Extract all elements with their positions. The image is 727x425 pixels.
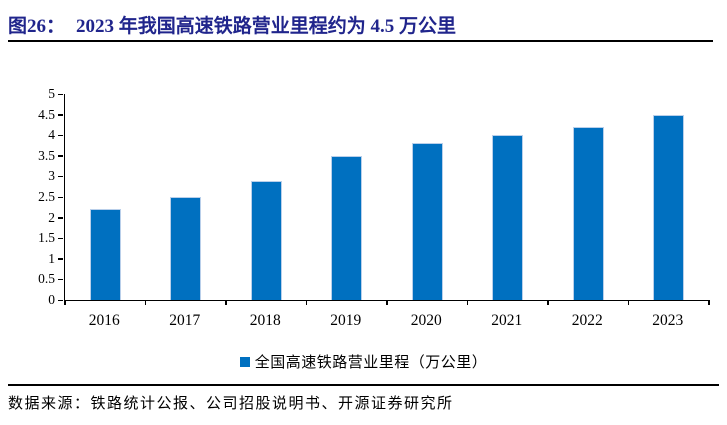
y-axis-tick [58, 278, 63, 281]
y-tick-label: 4 [48, 127, 55, 143]
y-axis-tick [58, 237, 63, 240]
y-tick-label: 1.5 [38, 230, 55, 246]
y-axis-tick [58, 217, 63, 219]
x-axis-tick [305, 300, 307, 305]
legend-label: 全国高速铁路营业里程（万公里） [254, 355, 488, 371]
x-axis-tick [144, 300, 146, 305]
x-axis-tick [386, 300, 388, 305]
bar-slot [146, 94, 227, 300]
bar-slot [468, 94, 549, 300]
x-tick-label: 2020 [410, 312, 442, 329]
figure-number: 图26： [8, 16, 66, 37]
x-tick-label: 2018 [249, 312, 281, 329]
x-tick-label: 2016 [88, 312, 120, 329]
bars-container [65, 94, 709, 300]
y-tick-label: 4.5 [38, 106, 55, 122]
x-tick-label: 2022 [571, 312, 603, 329]
y-tick-label: 0 [48, 292, 55, 307]
figure-header: 图26： 2023 年我国高速铁路营业里程约为 4.5 万公里 [8, 11, 719, 38]
x-axis-tick [708, 300, 710, 305]
footer-divider [8, 384, 719, 386]
source-note: 数据来源：铁路统计公报、公司招股说明书、开源证券研究所 [8, 396, 454, 412]
y-axis-tick [58, 93, 63, 95]
x-axis-tick [547, 300, 549, 305]
x-axis-tick [225, 300, 227, 305]
y-axis-tick [58, 258, 63, 260]
bar-slot [65, 94, 146, 300]
bar-slot [226, 94, 307, 300]
x-tick-label: 2023 [652, 312, 684, 329]
y-tick-label: 3.5 [38, 147, 55, 163]
y-tick-label: 5 [48, 86, 55, 101]
x-tick-label: 2019 [330, 312, 362, 329]
y-axis-tick [58, 155, 63, 157]
y-tick-label: 1 [48, 250, 55, 266]
x-axis-labels: 2016 2017 2018 2019 2020 2021 2022 2023 [64, 312, 708, 330]
header-divider [8, 40, 713, 42]
y-tick-label: 2.5 [38, 189, 55, 204]
bar-2021 [492, 135, 524, 300]
bar-2019 [331, 155, 363, 300]
bar-2022 [572, 126, 604, 300]
bar-2018 [250, 180, 282, 300]
y-axis-tick [58, 175, 63, 178]
y-axis-tick [58, 196, 63, 198]
bar-2016 [89, 209, 121, 300]
x-axis-tick [627, 300, 629, 305]
y-axis-tick [58, 299, 63, 301]
y-tick-label: 2 [48, 209, 55, 225]
x-tick-label: 2017 [169, 312, 201, 329]
chart-legend: 全国高速铁路营业里程（万公里） [0, 351, 727, 372]
plot-area: 0 0.5 1 1.5 2 2.5 3 3.5 4 4.5 5 [38, 86, 710, 307]
legend-swatch-icon [239, 356, 250, 367]
x-tick-label: 2021 [491, 312, 523, 329]
bar-slot [387, 94, 468, 300]
bar-slot [629, 94, 710, 300]
x-axis-tick [466, 300, 468, 305]
bar-slot [307, 94, 388, 300]
bar-2023 [653, 114, 685, 300]
figure-title: 2023 年我国高速铁路营业里程约为 4.5 万公里 [76, 16, 457, 37]
bar-slot [548, 94, 629, 300]
y-tick-label: 3 [48, 168, 55, 184]
y-axis-tick [58, 134, 63, 137]
x-axis-tick [64, 300, 66, 305]
y-tick-label: 0.5 [38, 271, 55, 287]
y-axis-tick [58, 114, 63, 116]
bar-2017 [170, 197, 202, 300]
bar-2020 [411, 143, 443, 300]
